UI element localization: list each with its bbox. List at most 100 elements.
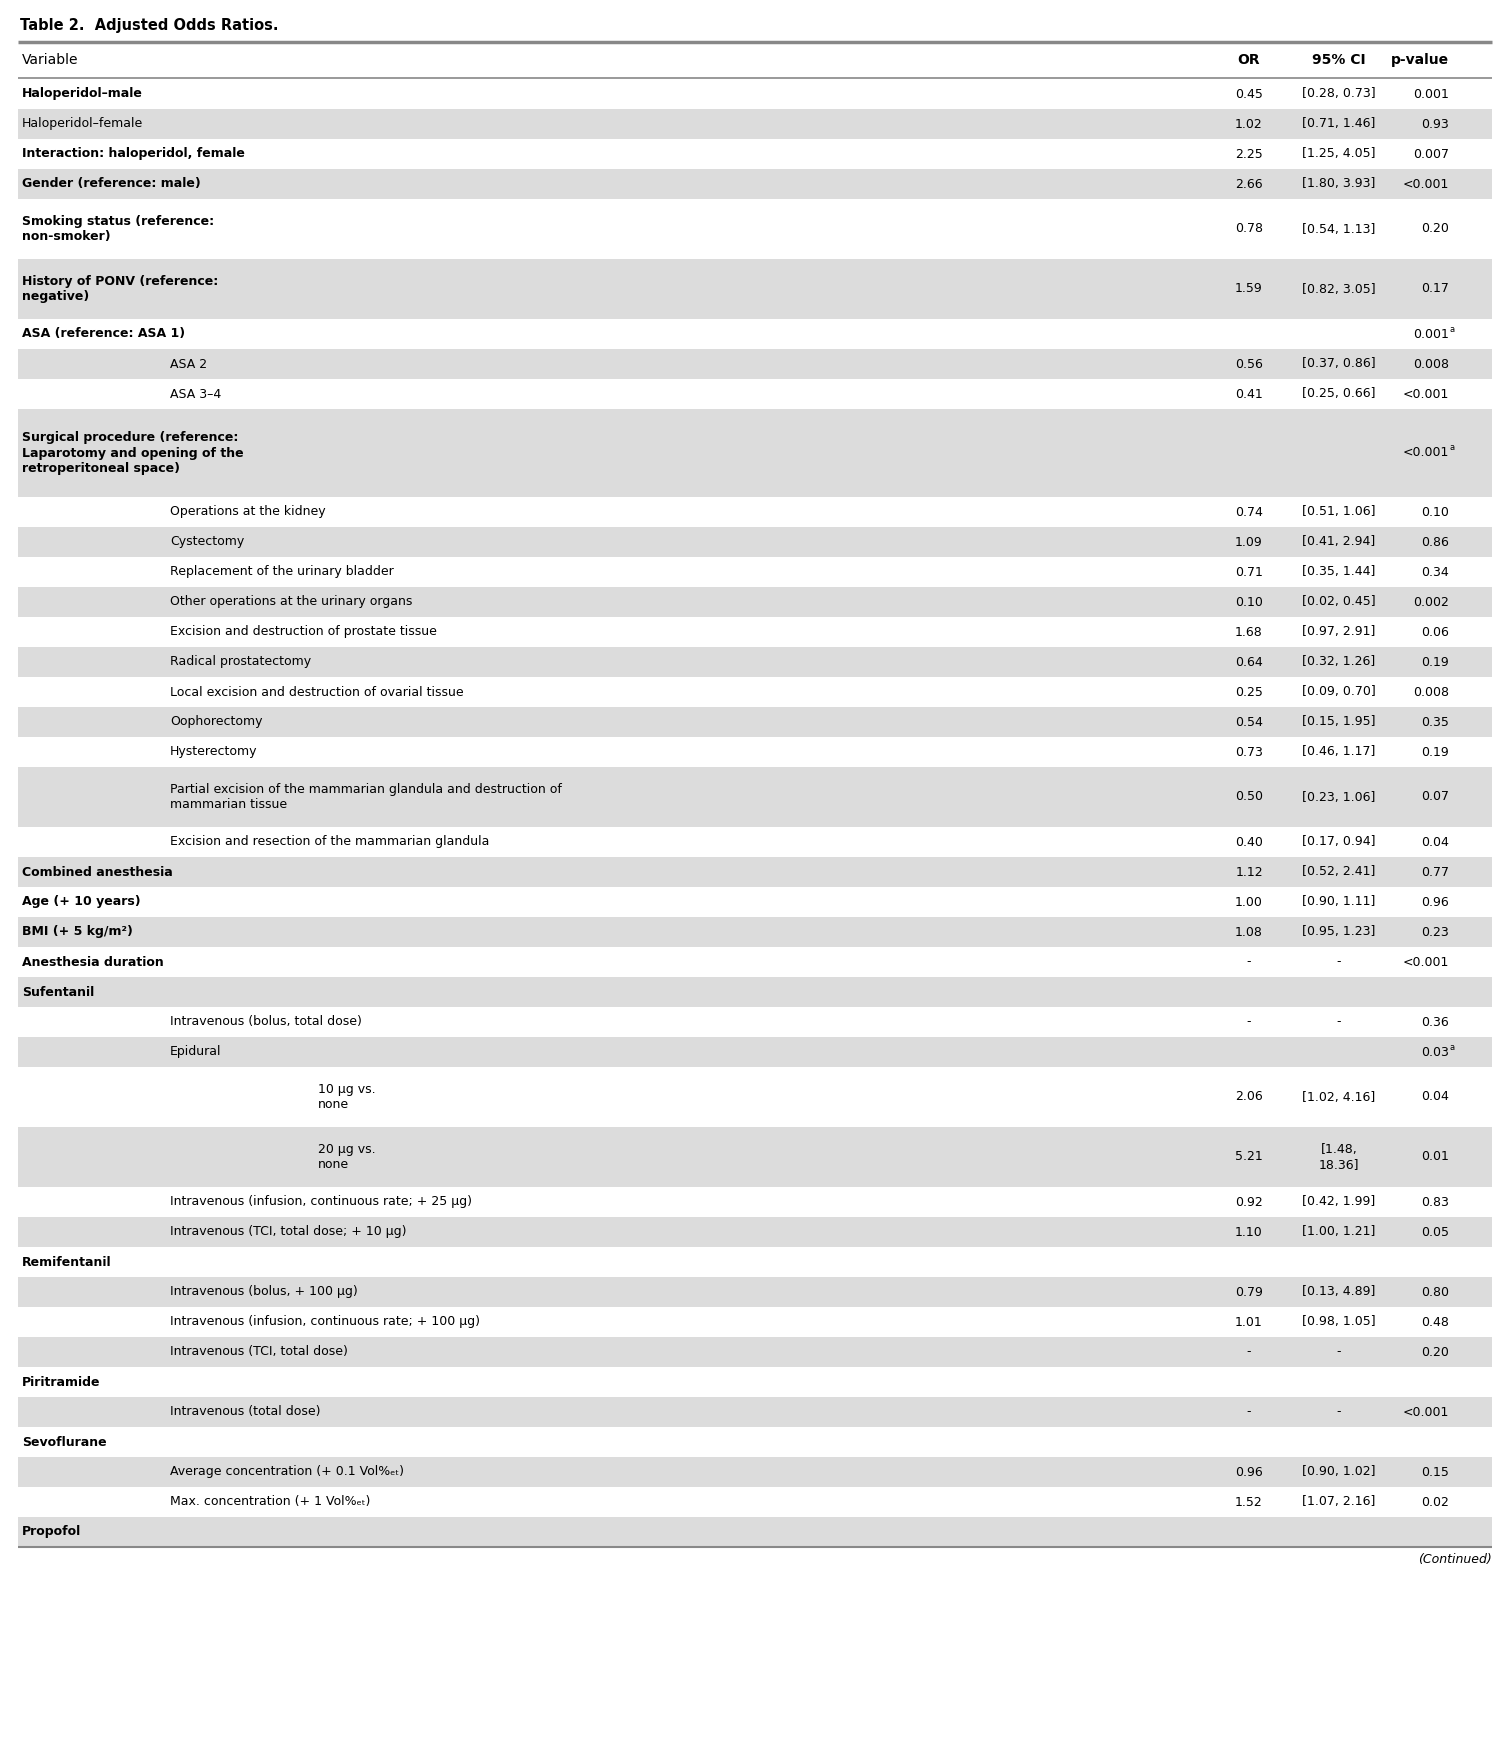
Text: 0.23: 0.23	[1421, 926, 1448, 938]
Text: 0.74: 0.74	[1235, 505, 1263, 519]
Text: 0.93: 0.93	[1421, 118, 1448, 130]
Text: -: -	[1337, 956, 1342, 968]
Text: 1.12: 1.12	[1235, 865, 1263, 879]
Text: [0.09, 0.70]: [0.09, 0.70]	[1302, 686, 1376, 698]
Text: Average concentration (+ 0.1 Vol%ₑₜ): Average concentration (+ 0.1 Vol%ₑₜ)	[170, 1466, 405, 1479]
Text: p-value: p-value	[1391, 53, 1448, 67]
Text: History of PONV (reference:
negative): History of PONV (reference: negative)	[23, 275, 218, 303]
Bar	[18, 349, 1492, 379]
Text: Variable: Variable	[23, 53, 78, 67]
Text: [0.17, 0.94]: [0.17, 0.94]	[1302, 835, 1376, 849]
Bar	[18, 707, 1492, 737]
Text: [1.25, 4.05]: [1.25, 4.05]	[1302, 147, 1376, 161]
Text: [0.02, 0.45]: [0.02, 0.45]	[1302, 596, 1376, 609]
Text: 0.78: 0.78	[1235, 223, 1263, 235]
Text: 0.06: 0.06	[1421, 626, 1448, 638]
Bar	[18, 766, 1492, 826]
Bar	[18, 1217, 1492, 1247]
Text: 0.40: 0.40	[1235, 835, 1263, 849]
Text: 0.001: 0.001	[1414, 88, 1448, 100]
Text: BMI (+ 5 kg/m²): BMI (+ 5 kg/m²)	[23, 926, 132, 938]
Text: 0.25: 0.25	[1235, 686, 1263, 698]
Text: 0.50: 0.50	[1235, 791, 1263, 803]
Text: [0.97, 2.91]: [0.97, 2.91]	[1302, 626, 1376, 638]
Text: 1.52: 1.52	[1235, 1496, 1263, 1508]
Text: 0.71: 0.71	[1235, 565, 1263, 579]
Text: [0.23, 1.06]: [0.23, 1.06]	[1302, 791, 1376, 803]
Text: 0.36: 0.36	[1421, 1016, 1448, 1028]
Text: Table 2.  Adjusted Odds Ratios.: Table 2. Adjusted Odds Ratios.	[20, 18, 278, 33]
Text: Sevoflurane: Sevoflurane	[23, 1435, 107, 1449]
Text: Age (+ 10 years): Age (+ 10 years)	[23, 896, 141, 909]
Text: Remifentanil: Remifentanil	[23, 1256, 111, 1268]
Text: 0.48: 0.48	[1421, 1316, 1448, 1328]
Text: 0.19: 0.19	[1421, 656, 1448, 668]
Text: [0.15, 1.95]: [0.15, 1.95]	[1302, 716, 1376, 728]
Bar	[18, 1517, 1492, 1547]
Text: 0.45: 0.45	[1235, 88, 1263, 100]
Text: 2.66: 2.66	[1235, 177, 1263, 191]
Text: -: -	[1247, 1016, 1251, 1028]
Text: 0.07: 0.07	[1421, 791, 1448, 803]
Text: Combined anesthesia: Combined anesthesia	[23, 865, 173, 879]
Text: 1.68: 1.68	[1235, 626, 1263, 638]
Text: 0.83: 0.83	[1421, 1196, 1448, 1209]
Bar	[18, 1037, 1492, 1066]
Text: Excision and resection of the mammarian glandula: Excision and resection of the mammarian …	[170, 835, 489, 849]
Text: -: -	[1247, 1405, 1251, 1419]
Text: [0.35, 1.44]: [0.35, 1.44]	[1302, 565, 1376, 579]
Text: 1.02: 1.02	[1235, 118, 1263, 130]
Text: 0.64: 0.64	[1235, 656, 1263, 668]
Text: a: a	[1450, 444, 1456, 453]
Text: 0.20: 0.20	[1421, 1345, 1448, 1359]
Text: [1.80, 3.93]: [1.80, 3.93]	[1302, 177, 1376, 191]
Bar	[18, 1396, 1492, 1428]
Text: 0.002: 0.002	[1414, 596, 1448, 609]
Bar	[18, 647, 1492, 677]
Text: 0.34: 0.34	[1421, 565, 1448, 579]
Text: ASA 3–4: ASA 3–4	[170, 388, 221, 400]
Text: 5.21: 5.21	[1235, 1151, 1263, 1163]
Text: [0.52, 2.41]: [0.52, 2.41]	[1302, 865, 1376, 879]
Bar	[18, 858, 1492, 888]
Text: Intravenous (TCI, total dose; + 10 μg): Intravenous (TCI, total dose; + 10 μg)	[170, 1226, 406, 1238]
Bar	[18, 1458, 1492, 1487]
Text: OR: OR	[1238, 53, 1260, 67]
Text: 20 μg vs.
none: 20 μg vs. none	[317, 1144, 376, 1172]
Text: 0.41: 0.41	[1235, 388, 1263, 400]
Text: -: -	[1337, 1016, 1342, 1028]
Text: 0.04: 0.04	[1421, 835, 1448, 849]
Text: Intravenous (total dose): Intravenous (total dose)	[170, 1405, 320, 1419]
Bar	[18, 168, 1492, 198]
Text: [0.28, 0.73]: [0.28, 0.73]	[1302, 88, 1376, 100]
Text: [0.95, 1.23]: [0.95, 1.23]	[1302, 926, 1376, 938]
Text: Propofol: Propofol	[23, 1526, 81, 1538]
Text: 0.96: 0.96	[1421, 896, 1448, 909]
Text: Haloperidol–female: Haloperidol–female	[23, 118, 143, 130]
Text: <0.001: <0.001	[1403, 388, 1448, 400]
Bar	[18, 1277, 1492, 1307]
Text: [0.41, 2.94]: [0.41, 2.94]	[1302, 535, 1376, 549]
Text: 1.10: 1.10	[1235, 1226, 1263, 1238]
Text: 1.09: 1.09	[1235, 535, 1263, 549]
Text: Hysterectomy: Hysterectomy	[170, 745, 257, 758]
Text: 1.01: 1.01	[1235, 1316, 1263, 1328]
Text: 0.20: 0.20	[1421, 223, 1448, 235]
Text: Smoking status (reference:
non-smoker): Smoking status (reference: non-smoker)	[23, 214, 214, 244]
Text: 0.001: 0.001	[1414, 328, 1448, 340]
Bar	[18, 526, 1492, 558]
Text: 0.96: 0.96	[1235, 1466, 1263, 1479]
Text: Epidural: Epidural	[170, 1045, 221, 1058]
Text: Sufentanil: Sufentanil	[23, 986, 95, 998]
Text: 0.86: 0.86	[1421, 535, 1448, 549]
Text: 2.06: 2.06	[1235, 1091, 1263, 1103]
Text: <0.001: <0.001	[1403, 1405, 1448, 1419]
Text: 0.10: 0.10	[1421, 505, 1448, 519]
Text: <0.001: <0.001	[1403, 447, 1448, 460]
Text: [0.51, 1.06]: [0.51, 1.06]	[1302, 505, 1376, 519]
Text: 0.05: 0.05	[1421, 1226, 1448, 1238]
Text: 0.35: 0.35	[1421, 716, 1448, 728]
Bar	[18, 917, 1492, 947]
Bar	[18, 1128, 1492, 1187]
Bar	[18, 1337, 1492, 1366]
